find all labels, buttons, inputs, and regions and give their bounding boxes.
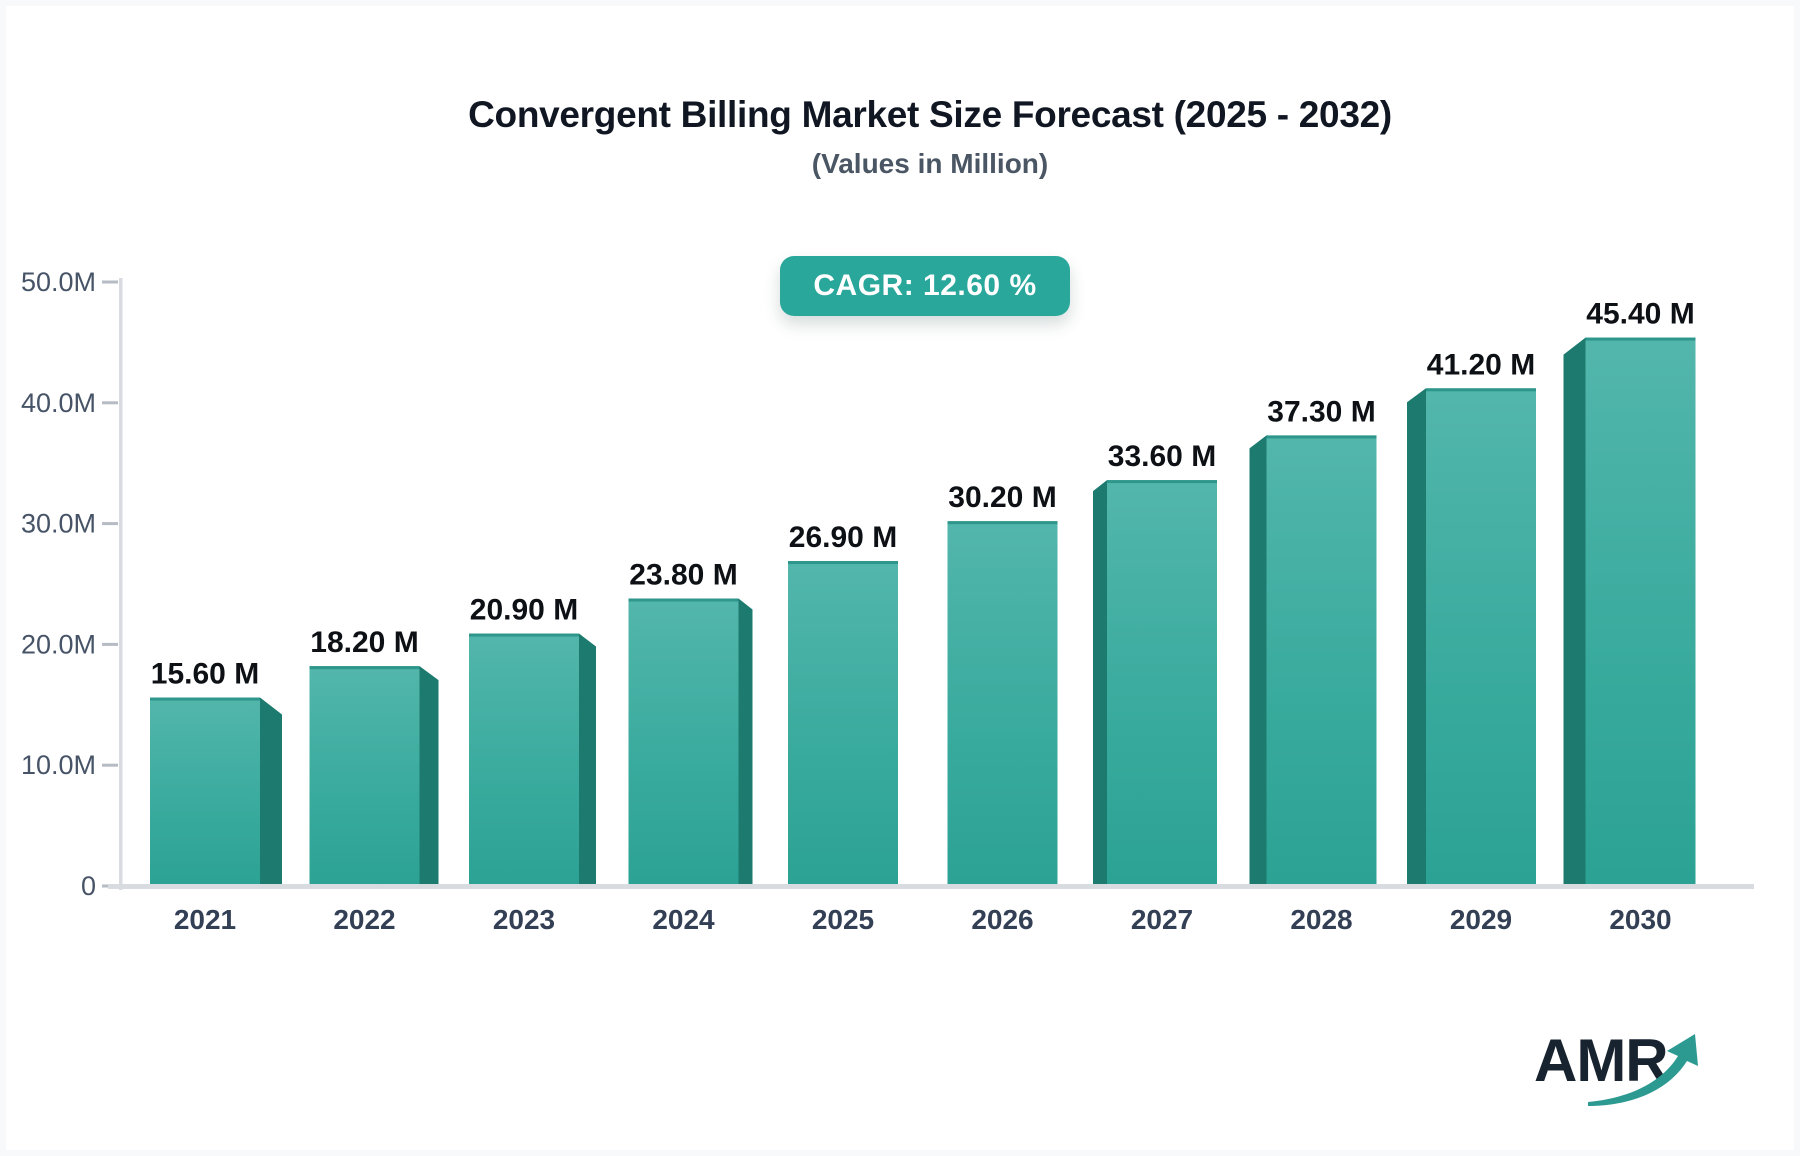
bar (469, 633, 579, 888)
bar-value-label: 30.20 M (948, 481, 1056, 514)
bar-value-label: 45.40 M (1586, 298, 1694, 331)
bar-value-label: 20.90 M (470, 594, 578, 627)
bar (1107, 480, 1217, 888)
bar-side-panel (1563, 337, 1586, 888)
x-axis-label: 2029 (1450, 904, 1512, 935)
bar (1585, 337, 1696, 888)
x-axis-label: 2022 (333, 904, 395, 935)
chart-header: Convergent Billing Market Size Forecast … (60, 94, 1800, 180)
bar (150, 697, 260, 888)
x-axis-label: 2030 (1609, 904, 1671, 935)
bar (788, 561, 898, 888)
chart-title: Convergent Billing Market Size Forecast … (468, 94, 1392, 135)
y-axis-label: 30.0M (21, 509, 96, 539)
bar-side-panel (579, 633, 596, 888)
cagr-badge: CAGR: 12.60 % (780, 256, 1070, 316)
bar-value-label: 15.60 M (151, 658, 259, 691)
y-axis-tick (102, 522, 118, 526)
y-axis-tick (102, 763, 118, 767)
y-axis-tick (102, 642, 118, 646)
y-axis-label: 50.0M (21, 267, 96, 297)
bar-side-panel (1407, 388, 1426, 888)
x-axis-label: 2021 (174, 904, 236, 935)
bar-top-edge (1585, 337, 1696, 341)
bar-side-panel (260, 697, 282, 888)
bar-side-panel (1249, 435, 1267, 888)
bar-top-edge (788, 561, 898, 565)
bar-value-label: 33.60 M (1108, 440, 1216, 473)
bar-value-label: 41.20 M (1427, 348, 1535, 381)
bar-top-edge (1426, 388, 1536, 392)
bar-value-label: 23.80 M (629, 558, 737, 591)
x-axis-label: 2023 (493, 904, 555, 935)
y-axis-line (119, 278, 123, 890)
bar-side-panel (1093, 480, 1107, 888)
bar (309, 666, 420, 888)
bar-value-label: 18.20 M (310, 626, 418, 659)
bar-value-label: 26.90 M (789, 521, 897, 554)
bar (1426, 388, 1536, 888)
bar-top-edge (1266, 435, 1377, 439)
bar-value-label: 37.30 M (1267, 395, 1375, 428)
growth-arrow-icon (1588, 1034, 1698, 1106)
y-axis-label: 40.0M (21, 388, 96, 418)
chart-subtitle: (Values in Million) (811, 148, 1049, 179)
y-axis-label: 10.0M (21, 750, 96, 780)
bar (628, 598, 739, 888)
bar-side-panel (419, 666, 439, 888)
x-axis-line (108, 884, 1754, 889)
bar-top-edge (309, 666, 420, 670)
y-axis-label: 0 (81, 871, 96, 901)
x-axis-label: 2025 (812, 904, 874, 935)
y-axis-tick (102, 401, 118, 405)
bar-top-edge (628, 598, 739, 602)
y-axis-tick (102, 280, 118, 284)
amr-logo-text: AMR (1534, 1027, 1669, 1094)
x-axis-label: 2027 (1131, 904, 1193, 935)
y-axis-label: 20.0M (21, 629, 96, 659)
cagr-badge-label: CAGR: 12.60 % (813, 269, 1037, 302)
bar (1266, 435, 1377, 888)
x-axis-label: 2024 (652, 904, 715, 935)
bar-top-edge (947, 521, 1058, 525)
x-axis-label: 2026 (971, 904, 1033, 935)
amr-logo: AMR (1528, 1026, 1718, 1116)
x-axis-label: 2028 (1290, 904, 1352, 935)
bar-top-edge (1107, 480, 1217, 484)
bar (947, 521, 1058, 888)
bar-top-edge (150, 697, 260, 701)
bar-side-panel (738, 598, 753, 888)
bar-top-edge (469, 633, 579, 637)
